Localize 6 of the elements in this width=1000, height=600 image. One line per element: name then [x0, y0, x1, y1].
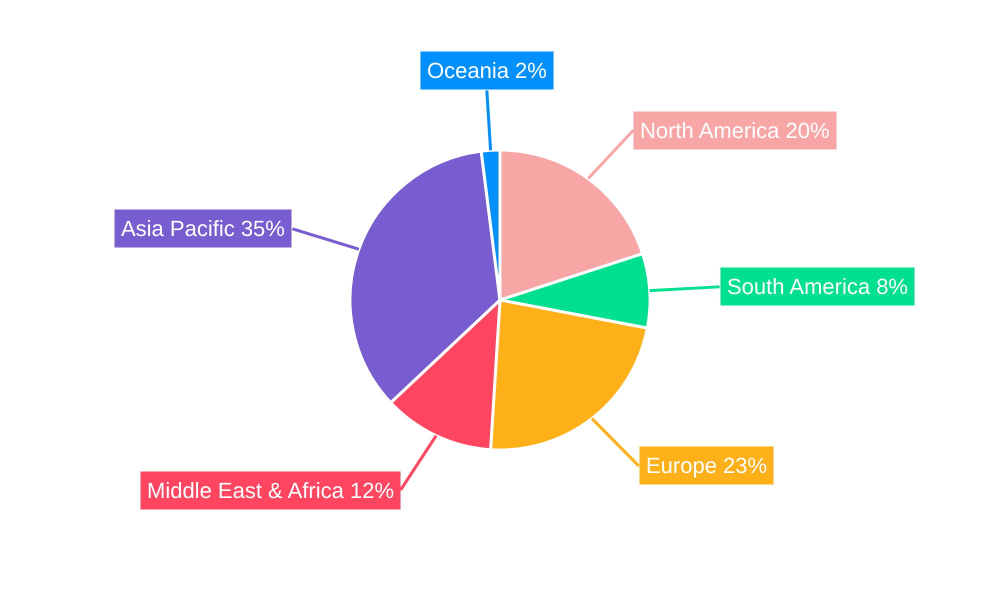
slice-label: Middle East & Africa 12% — [147, 478, 394, 503]
slice-label: North America 20% — [640, 118, 830, 143]
slice-label: Oceania 2% — [427, 58, 547, 83]
slice-label: Europe 23% — [646, 453, 768, 478]
slice-label: South America 8% — [727, 274, 908, 299]
slice-label: Asia Pacific 35% — [121, 216, 285, 241]
